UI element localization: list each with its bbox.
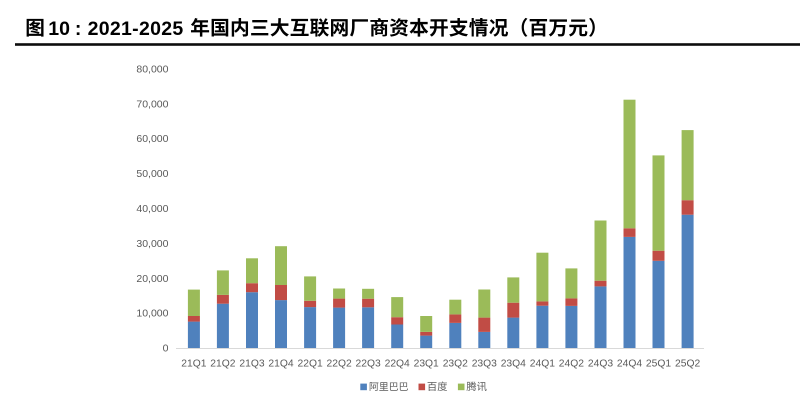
svg-text:2021-2025: 2021-2025 — [88, 18, 184, 40]
svg-text:25Q1: 25Q1 — [646, 358, 671, 369]
svg-text:24Q3: 24Q3 — [588, 358, 613, 369]
svg-text:22Q2: 22Q2 — [326, 358, 351, 369]
svg-text:50,000: 50,000 — [136, 168, 168, 180]
svg-text:80,000: 80,000 — [136, 63, 168, 75]
svg-text::: : — [75, 18, 82, 40]
svg-text:60,000: 60,000 — [136, 133, 168, 145]
svg-text:21Q3: 21Q3 — [239, 358, 264, 369]
svg-text:23Q3: 23Q3 — [472, 358, 497, 369]
svg-text:22Q1: 22Q1 — [297, 358, 322, 369]
svg-text:21Q4: 21Q4 — [268, 358, 293, 369]
svg-text:22Q3: 22Q3 — [355, 358, 380, 369]
svg-text:22Q4: 22Q4 — [385, 358, 410, 369]
svg-text:10: 10 — [48, 18, 70, 40]
svg-text:23Q4: 23Q4 — [501, 358, 526, 369]
svg-text:70,000: 70,000 — [136, 98, 168, 110]
svg-text:24Q2: 24Q2 — [559, 358, 584, 369]
svg-text:21Q1: 21Q1 — [181, 358, 206, 369]
svg-text:40,000: 40,000 — [136, 203, 168, 215]
svg-text:23Q2: 23Q2 — [443, 358, 468, 369]
svg-text:24Q4: 24Q4 — [617, 358, 642, 369]
svg-text:20,000: 20,000 — [136, 273, 168, 285]
svg-text:25Q2: 25Q2 — [675, 358, 700, 369]
svg-text:24Q1: 24Q1 — [530, 358, 555, 369]
svg-text:10,000: 10,000 — [136, 308, 168, 320]
svg-text:30,000: 30,000 — [136, 238, 168, 250]
svg-text:23Q1: 23Q1 — [414, 358, 439, 369]
svg-text:0: 0 — [163, 343, 169, 355]
svg-text:21Q2: 21Q2 — [210, 358, 235, 369]
